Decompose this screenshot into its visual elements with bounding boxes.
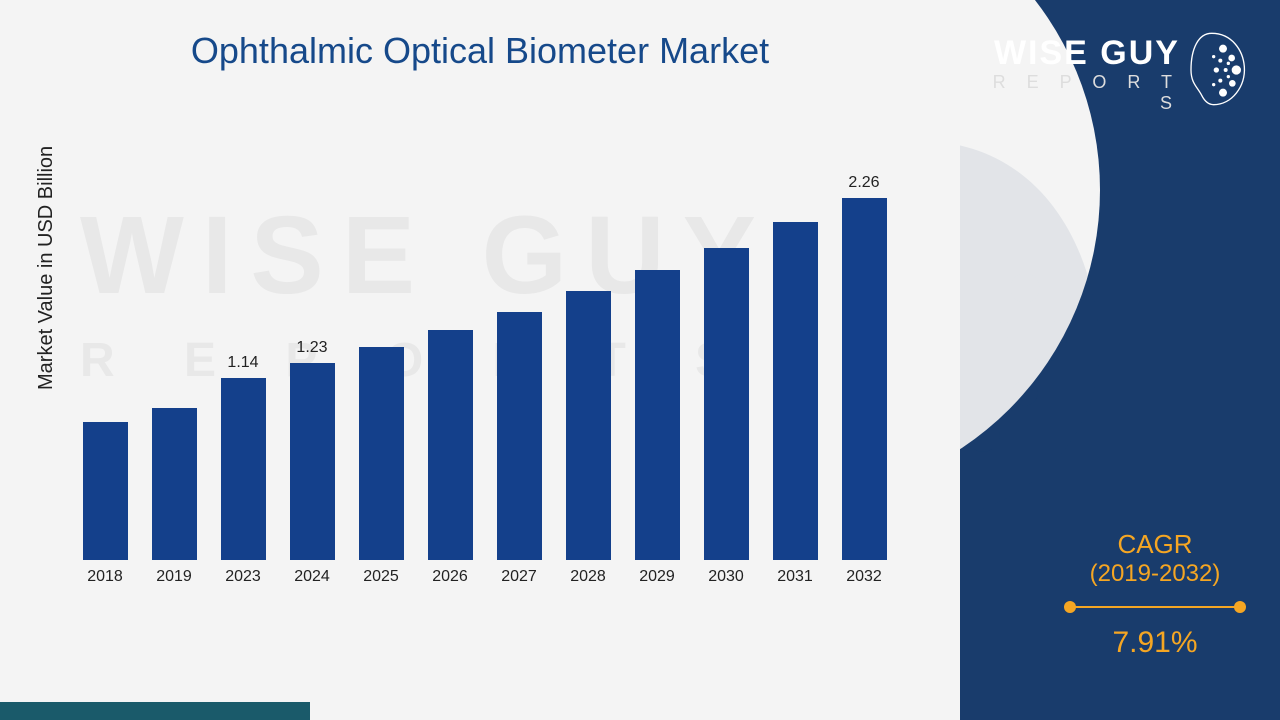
cagr-label: CAGR — [1050, 529, 1260, 560]
bar — [290, 363, 335, 560]
bar — [773, 222, 818, 560]
x-tick-label: 2032 — [834, 568, 894, 586]
page-root: Ophthalmic Optical Biometer Market WISE … — [0, 0, 1280, 720]
brand-name-top: WISE GUY — [990, 36, 1180, 70]
bar — [635, 270, 680, 560]
bar — [497, 312, 542, 560]
x-tick-label: 2019 — [144, 568, 204, 586]
bar-value-label: 1.14 — [213, 354, 273, 372]
x-tick-label: 2018 — [75, 568, 135, 586]
y-axis-label: Market Value in USD Billion — [35, 146, 58, 390]
brand-logo: WISE GUY R E P O R T S — [990, 30, 1250, 110]
cagr-divider — [1070, 606, 1240, 608]
bar — [221, 378, 266, 560]
brand-name-bottom: R E P O R T S — [990, 72, 1180, 114]
footer-accent-bar — [0, 702, 310, 720]
x-tick-label: 2024 — [282, 568, 342, 586]
brand-head-icon — [1180, 30, 1250, 110]
x-tick-label: 2027 — [489, 568, 549, 586]
bar-value-label: 2.26 — [834, 174, 894, 192]
bar-value-label: 1.23 — [282, 339, 342, 357]
x-tick-label: 2025 — [351, 568, 411, 586]
chart-title: Ophthalmic Optical Biometer Market — [0, 30, 960, 72]
x-tick-label: 2030 — [696, 568, 756, 586]
bar — [428, 330, 473, 560]
x-tick-label: 2023 — [213, 568, 273, 586]
bar — [704, 248, 749, 560]
bar — [842, 198, 887, 560]
bar — [152, 408, 197, 560]
cagr-range: (2019-2032) — [1050, 560, 1260, 588]
x-tick-label: 2026 — [420, 568, 480, 586]
bar — [359, 347, 404, 560]
chart-area: Ophthalmic Optical Biometer Market WISE … — [0, 0, 960, 700]
x-tick-label: 2031 — [765, 568, 825, 586]
x-tick-label: 2029 — [627, 568, 687, 586]
bar — [566, 291, 611, 560]
cagr-value: 7.91% — [1050, 626, 1260, 660]
bar — [83, 422, 128, 560]
cagr-block: CAGR (2019-2032) 7.91% — [1050, 529, 1260, 660]
x-tick-label: 2028 — [558, 568, 618, 586]
bar-plot: 2018201920231.1420241.232025202620272028… — [75, 160, 905, 560]
